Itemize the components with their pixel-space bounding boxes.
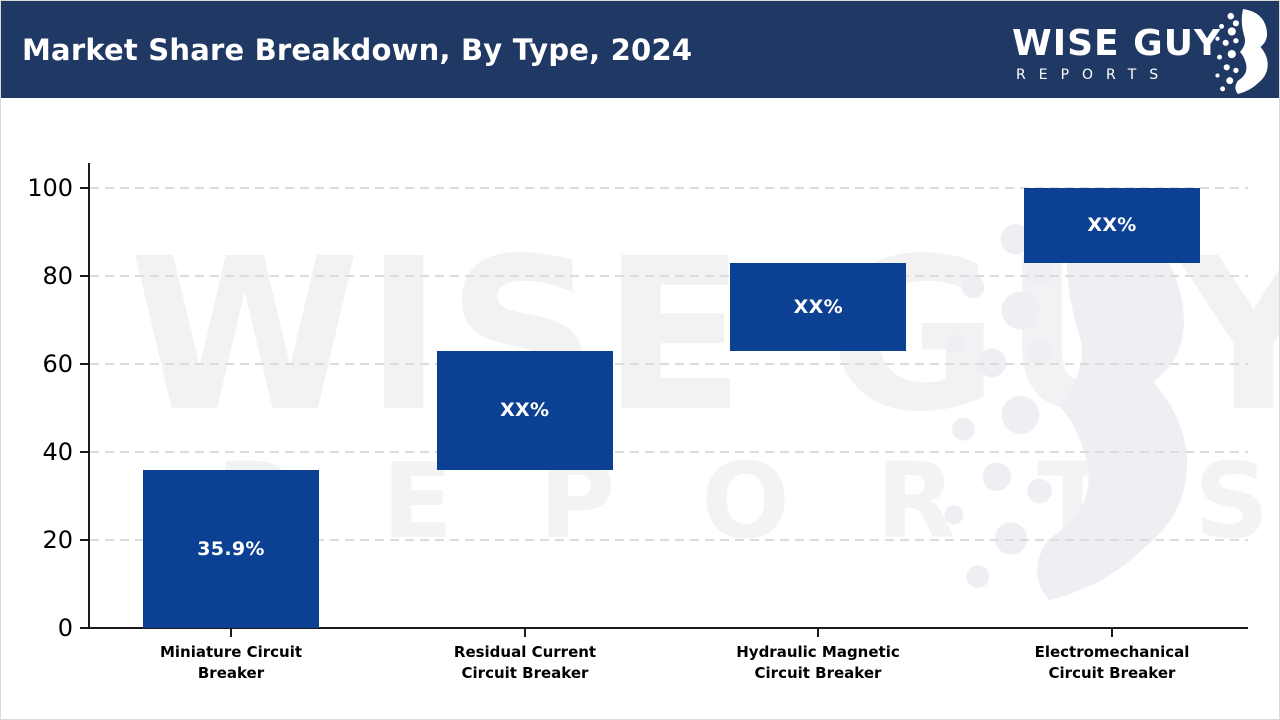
y-tick-label: 0	[57, 614, 73, 642]
y-tick-label: 60	[42, 350, 73, 378]
brand-logo: WISE GUY REPORTS	[1012, 7, 1268, 95]
x-tick-mark	[817, 629, 819, 637]
page-title: Market Share Breakdown, By Type, 2024	[22, 32, 693, 67]
logo-wordmark: WISE GUY	[1012, 23, 1222, 64]
y-axis-line	[88, 163, 90, 629]
gridline-20	[90, 539, 1248, 541]
x-tick-mark	[524, 629, 526, 637]
bar-value-label: XX%	[1087, 214, 1137, 237]
y-tick-mark	[80, 451, 89, 453]
y-tick-label: 20	[42, 526, 73, 554]
y-tick-mark	[80, 539, 89, 541]
x-category-label: Residual Current Circuit Breaker	[453, 643, 597, 682]
header-bar: Market Share Breakdown, By Type, 2024 WI…	[1, 1, 1279, 98]
gridline-80	[90, 275, 1248, 277]
bar-hydraulic-magnetic-circuit-breaker: XX%	[730, 262, 907, 351]
x-tick-mark	[230, 629, 232, 637]
gridline-40	[90, 451, 1248, 453]
y-tick-mark	[80, 627, 89, 629]
x-axis-line	[88, 627, 1248, 629]
gridline-100	[90, 187, 1248, 189]
bar-value-label: XX%	[500, 399, 550, 422]
wiseguy-face-icon	[1215, 9, 1268, 94]
bar-electromechanical-circuit-breaker: XX%	[1024, 188, 1200, 263]
y-tick-mark	[80, 363, 89, 365]
gridline-60	[90, 363, 1248, 365]
watermark-face-icon	[944, 206, 1188, 601]
bar-miniature-circuit-breaker: 35.9%	[143, 470, 319, 628]
x-category-label: Miniature Circuit Breaker	[159, 643, 303, 682]
y-tick-label: 80	[42, 262, 73, 290]
bar-value-label: XX%	[793, 295, 843, 318]
y-tick-mark	[80, 275, 89, 277]
y-tick-label: 40	[42, 438, 73, 466]
logo-reports-label: REPORTS	[1016, 67, 1172, 83]
x-category-label: Electromechanical Circuit Breaker	[1034, 643, 1190, 682]
y-tick-label: 100	[27, 174, 73, 202]
bar-value-label: 35.9%	[197, 538, 265, 560]
y-tick-mark	[80, 187, 89, 189]
x-tick-mark	[1111, 629, 1113, 637]
bar-residual-current-circuit-breaker: XX%	[436, 350, 613, 471]
x-category-label: Hydraulic Magnetic Circuit Breaker	[736, 643, 900, 682]
